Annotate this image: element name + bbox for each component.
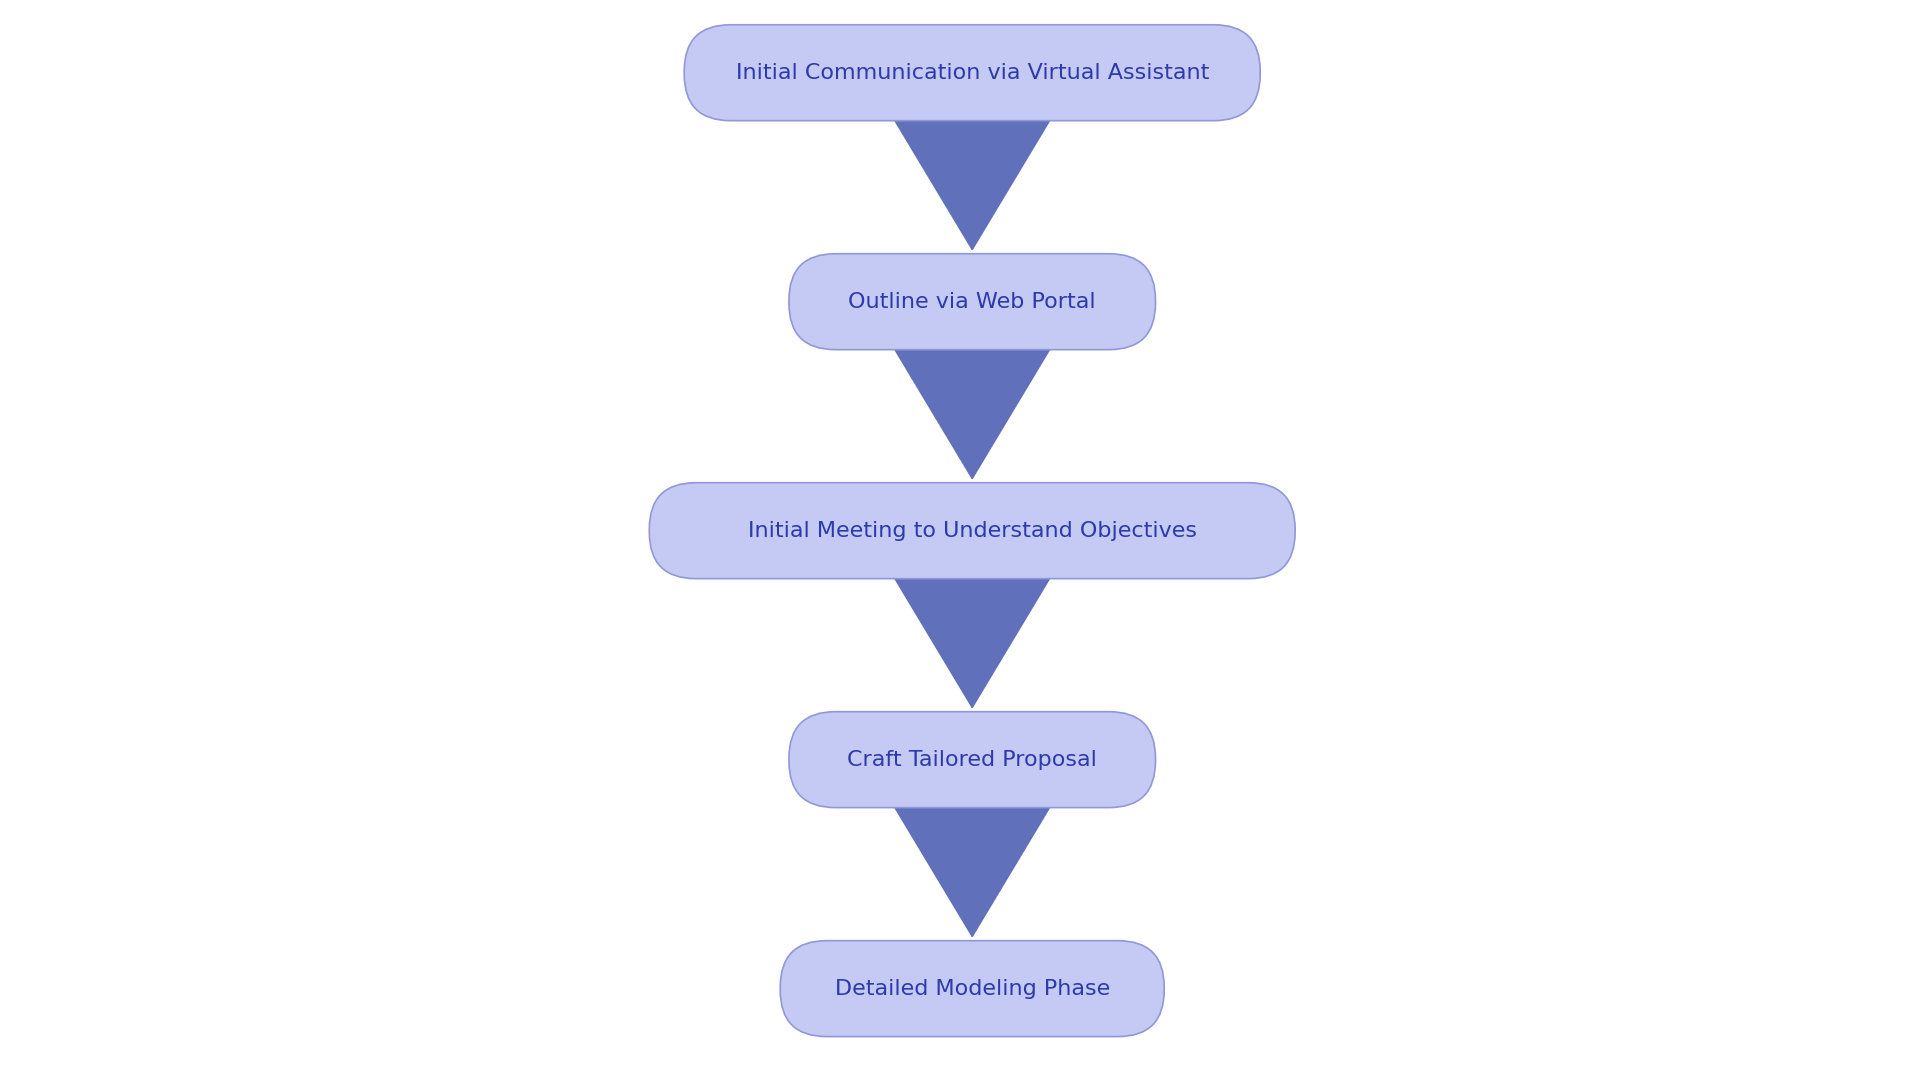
FancyBboxPatch shape bbox=[780, 941, 1164, 1036]
Text: Initial Communication via Virtual Assistant: Initial Communication via Virtual Assist… bbox=[735, 63, 1210, 82]
FancyBboxPatch shape bbox=[684, 25, 1260, 120]
Text: Initial Meeting to Understand Objectives: Initial Meeting to Understand Objectives bbox=[747, 521, 1196, 540]
FancyBboxPatch shape bbox=[649, 483, 1296, 578]
Text: Detailed Modeling Phase: Detailed Modeling Phase bbox=[835, 979, 1110, 999]
FancyBboxPatch shape bbox=[789, 712, 1156, 808]
FancyBboxPatch shape bbox=[789, 253, 1156, 350]
Text: Outline via Web Portal: Outline via Web Portal bbox=[849, 291, 1096, 312]
Text: Craft Tailored Proposal: Craft Tailored Proposal bbox=[847, 749, 1096, 770]
